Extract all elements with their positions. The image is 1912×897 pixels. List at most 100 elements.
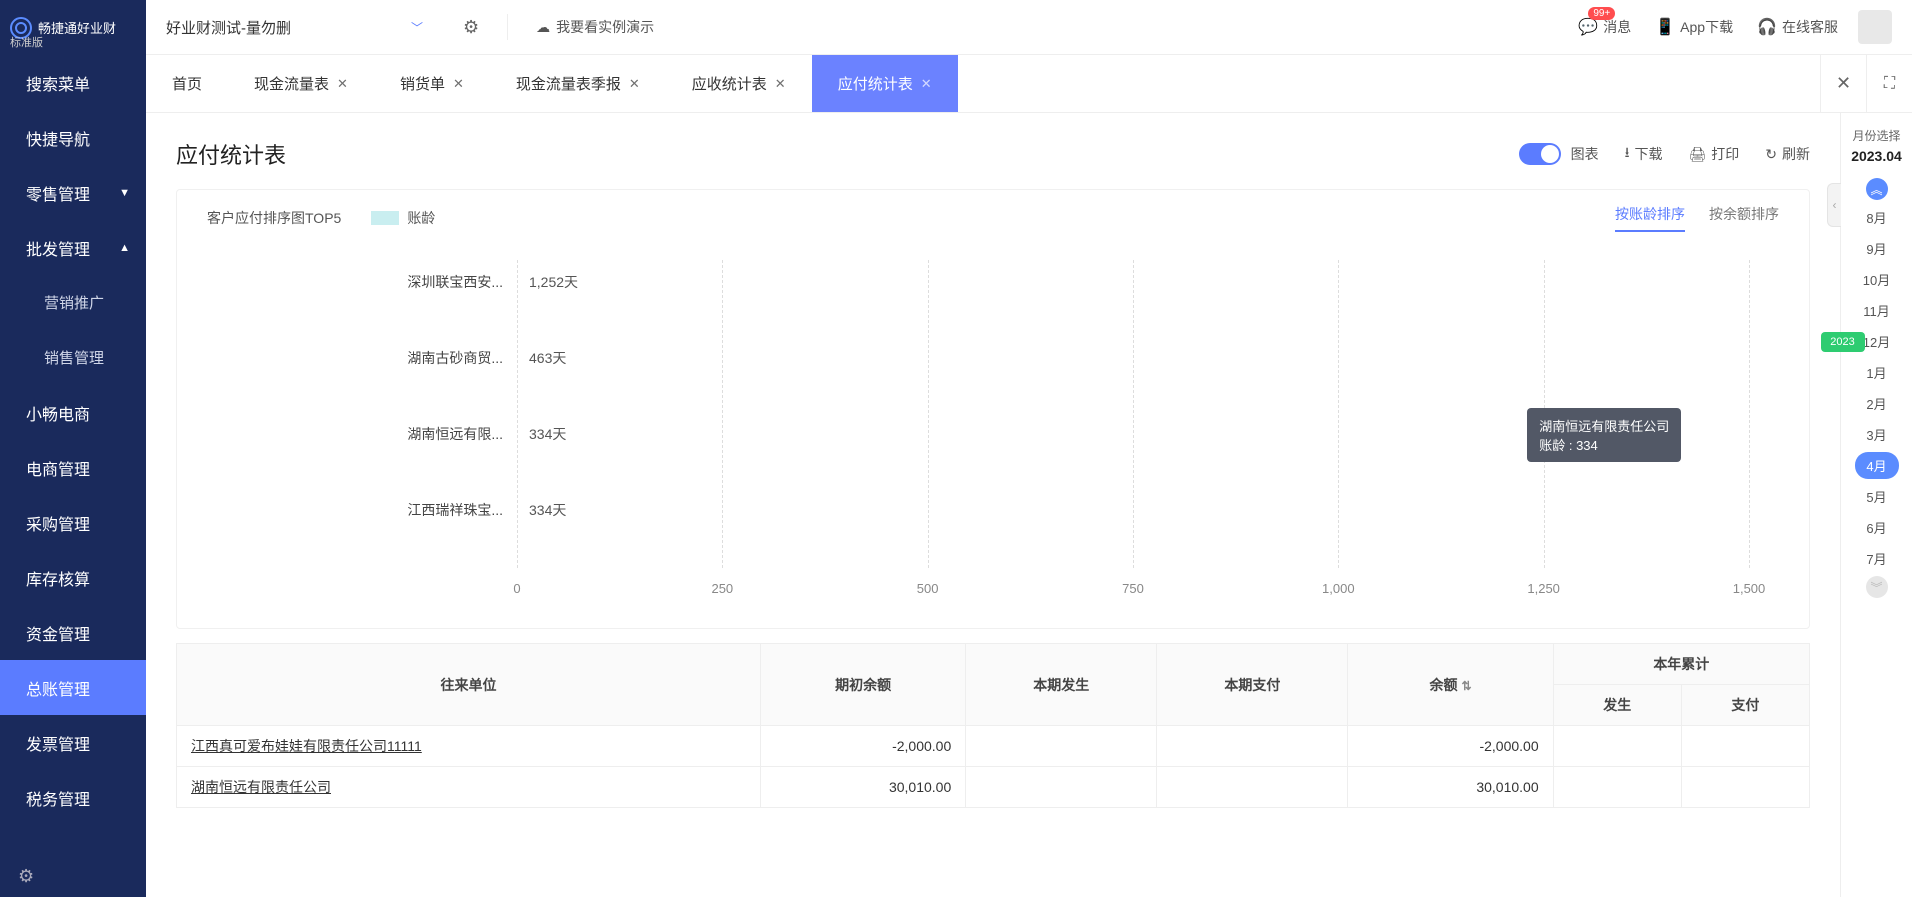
col-opening[interactable]: 期初余额 [761,644,966,726]
data-table: 往来单位 期初余额 本期发生 本期支付 余额⇅ 本年累计 发生 支付 江西真可爱… [176,643,1810,808]
workspace-selector[interactable]: 好业财测试-量勿删 ﹀ [166,17,423,38]
col-period-occur[interactable]: 本期发生 [966,644,1157,726]
rail-month-4[interactable]: 12月2023 [1855,328,1899,355]
sidebar-item-4[interactable]: 营销推广 [0,275,146,330]
chart-tooltip: 湖南恒远有限责任公司账龄 : 334 [1527,408,1681,462]
close-icon[interactable]: ✕ [337,76,348,92]
brand-edition: 标准版 [10,34,43,50]
gear-icon[interactable]: ⚙ [463,17,479,38]
sidebar-item-8[interactable]: 采购管理 [0,495,146,550]
app-download-label: App下载 [1680,17,1733,37]
sidebar-item-12[interactable]: 发票管理 [0,715,146,770]
page-header: 应付统计表 图表 ⭳下载 🖨打印 ↻刷新 [176,133,1810,175]
cell-ytd-occur [1553,726,1681,767]
close-icon[interactable]: ✕ [453,76,464,92]
close-icon[interactable]: ✕ [775,76,786,92]
cell-unit[interactable]: 湖南恒远有限责任公司 [177,767,761,808]
rail-month-5[interactable]: 1月 [1855,359,1899,386]
bar-label: 深圳联宝西安... [203,272,503,292]
cell-balance: -2,000.00 [1348,726,1553,767]
col-ytd-pay[interactable]: 支付 [1681,685,1809,726]
sidebar-item-6[interactable]: 小畅电商 [0,385,146,440]
tab-3[interactable]: 现金流量表季报✕ [490,55,666,112]
refresh-button[interactable]: ↻ 刷新 [1765,144,1810,164]
sort-by-balance[interactable]: 按余额排序 [1709,204,1779,232]
sidebar-item-9[interactable]: 库存核算 [0,550,146,605]
rail-year-badge: 2023 [1821,332,1865,352]
sort-icon: ⇅ [1461,679,1471,693]
bar-value: 463天 [529,348,566,368]
print-icon: 🖨 [1688,146,1706,163]
fullscreen-button[interactable]: ⛶ [1866,55,1912,112]
rail-month-3[interactable]: 11月 [1855,297,1899,324]
sidebar-item-1[interactable]: 快捷导航 [0,110,146,165]
col-balance[interactable]: 余额⇅ [1348,644,1553,726]
sidebar-item-label: 库存核算 [26,566,90,590]
rail-month-11[interactable]: 7月 [1855,545,1899,572]
sidebar-item-11[interactable]: 总账管理 [0,660,146,715]
app-download-button[interactable]: 📱 App下载 [1655,17,1733,37]
tab-label: 现金流量表 [254,73,329,94]
support-button[interactable]: 🎧 在线客服 [1757,17,1838,37]
messages-label: 消息 [1603,17,1631,37]
rail-month-7[interactable]: 3月 [1855,421,1899,448]
sidebar-item-label: 搜索菜单 [26,71,90,95]
rail-up-button[interactable]: ︽ [1866,178,1888,200]
sidebar-item-2[interactable]: 零售管理▼ [0,165,146,220]
messages-button[interactable]: 💬 99+ 消息 [1578,17,1631,37]
tab-5[interactable]: 应付统计表 ✕ [812,55,958,112]
bar-value: 1,252天 [529,272,578,292]
chevron-icon: ▼ [119,187,130,199]
rail-month-6[interactable]: 2月 [1855,390,1899,417]
tab-label: 应付统计表 [838,73,913,94]
sidebar-item-7[interactable]: 电商管理 [0,440,146,495]
cell-unit[interactable]: 江西真可爱布娃娃有限责任公司11111 [177,726,761,767]
rail-month-10[interactable]: 6月 [1855,514,1899,541]
col-unit[interactable]: 往来单位 [177,644,761,726]
rail-month-9[interactable]: 5月 [1855,483,1899,510]
close-tab-button[interactable]: ✕ [1820,55,1866,112]
tab-1[interactable]: 现金流量表 ✕ [228,55,374,112]
bar-label: 江西瑞祥珠宝... [203,500,503,520]
bar-value: 334天 [529,500,566,520]
top-header: 好业财测试-量勿删 ﹀ ⚙ ☁ 我要看实例演示 💬 99+ 消息 📱 App下载… [146,0,1912,55]
sidebar-item-0[interactable]: 搜索菜单 [0,55,146,110]
demo-link-label: 我要看实例演示 [556,17,654,37]
tab-0[interactable]: 首页 [146,55,228,112]
demo-link[interactable]: ☁ 我要看实例演示 [536,17,654,37]
avatar[interactable] [1858,10,1892,44]
tabs-bar: 首页现金流量表✕销货单✕现金流量表季报✕应收统计表✕应付统计表✕ ✕ ⛶ [146,55,1912,113]
chart-toggle[interactable] [1519,143,1561,165]
tab-4[interactable]: 应收统计表✕ [666,55,812,112]
rail-month-8[interactable]: 4月 [1855,452,1899,479]
sidebar-item-3[interactable]: 批发管理▲ [0,220,146,275]
sidebar-settings-icon[interactable]: ⚙ [18,866,34,887]
print-button[interactable]: 🖨打印 [1688,144,1739,164]
col-ytd-occur[interactable]: 发生 [1553,685,1681,726]
rail-collapse-button[interactable]: ‹ [1827,183,1841,227]
sidebar-item-10[interactable]: 资金管理 [0,605,146,660]
rail-month-2[interactable]: 10月 [1855,266,1899,293]
cell-period-pay [1157,767,1348,808]
cell-ytd-pay [1681,726,1809,767]
sidebar-item-13[interactable]: 税务管理 [0,770,146,825]
download-button[interactable]: ⭳下载 [1625,142,1663,166]
sort-by-age[interactable]: 按账龄排序 [1615,204,1685,232]
rail-month-0[interactable]: 8月 [1855,204,1899,231]
cell-opening: 30,010.00 [761,767,966,808]
refresh-icon: ↻ [1765,146,1777,163]
cell-period-occur [966,726,1157,767]
rail-month-1[interactable]: 9月 [1855,235,1899,262]
col-period-pay[interactable]: 本期支付 [1157,644,1348,726]
refresh-label: 刷新 [1782,144,1810,164]
legend-swatch [371,211,399,225]
x-tick: 750 [1122,581,1144,596]
close-icon[interactable]: ✕ [629,76,640,92]
tab-2[interactable]: 销货单✕ [374,55,490,112]
mobile-icon: 📱 [1655,17,1675,37]
close-icon[interactable]: ✕ [921,76,932,92]
sort-tabs: 按账龄排序 按余额排序 [1591,204,1779,232]
rail-title: 月份选择 [1841,127,1912,144]
sidebar-item-5[interactable]: 销售管理 [0,330,146,385]
rail-down-button[interactable]: ︾ [1866,576,1888,598]
